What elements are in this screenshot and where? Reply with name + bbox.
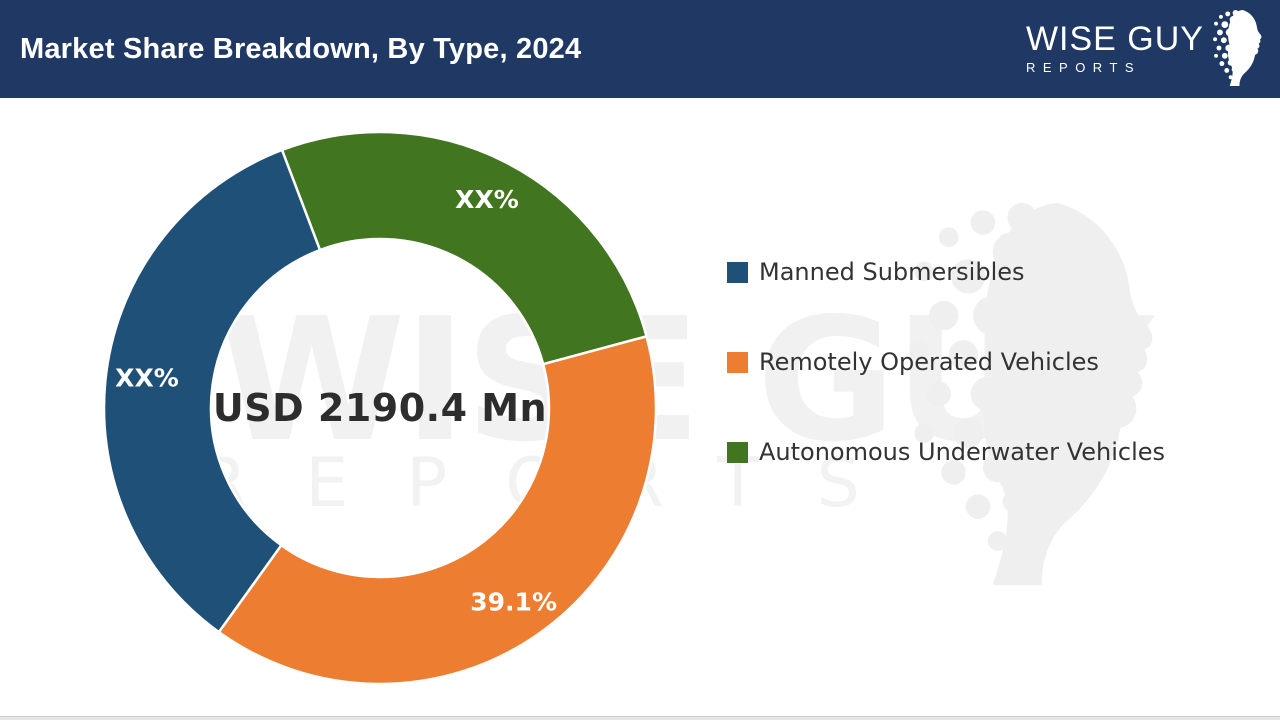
legend-item-manned-submersibles: Manned Submersibles xyxy=(727,256,1165,288)
donut-segment-manned-submersibles xyxy=(102,148,322,634)
segment-percent-label: XX% xyxy=(455,185,519,214)
brand-subtitle: REPORTS xyxy=(1025,59,1142,75)
legend-swatch-icon xyxy=(727,261,748,283)
donut-segment-remotely-operated-vehicles xyxy=(217,335,658,686)
brand-face-icon xyxy=(1210,9,1264,87)
bottom-divider xyxy=(0,716,1280,720)
header-bar: Market Share Breakdown, By Type, 2024 WI… xyxy=(0,0,1280,98)
donut-chart: XX% 39.1% XX% xyxy=(102,130,658,686)
legend-label: Autonomous Underwater Vehicles xyxy=(759,438,1166,466)
donut-segment-autonomous-underwater-vehicles xyxy=(280,130,648,366)
legend-swatch-icon xyxy=(727,441,748,463)
legend-label: Remotely Operated Vehicles xyxy=(759,348,1099,376)
segment-percent-label: 39.1% xyxy=(470,587,557,616)
chart-center-value: USD 2190.4 Mn xyxy=(212,386,548,430)
brand-logo: WISE GUY REPORTS xyxy=(1026,9,1264,87)
legend-item-autonomous-underwater-vehicles: Autonomous Underwater Vehicles xyxy=(727,436,1165,468)
page-title: Market Share Breakdown, By Type, 2024 xyxy=(20,32,582,65)
legend-swatch-icon xyxy=(727,351,748,373)
legend-item-remotely-operated-vehicles: Remotely Operated Vehicles xyxy=(727,346,1165,378)
brand-name: WISE GUY xyxy=(1025,20,1204,59)
brand-logo-text: WISE GUY REPORTS xyxy=(1025,20,1204,75)
segment-percent-label: XX% xyxy=(115,363,179,392)
chart-legend: Manned Submersibles Remotely Operated Ve… xyxy=(727,256,1165,526)
legend-label: Manned Submersibles xyxy=(759,258,1025,286)
